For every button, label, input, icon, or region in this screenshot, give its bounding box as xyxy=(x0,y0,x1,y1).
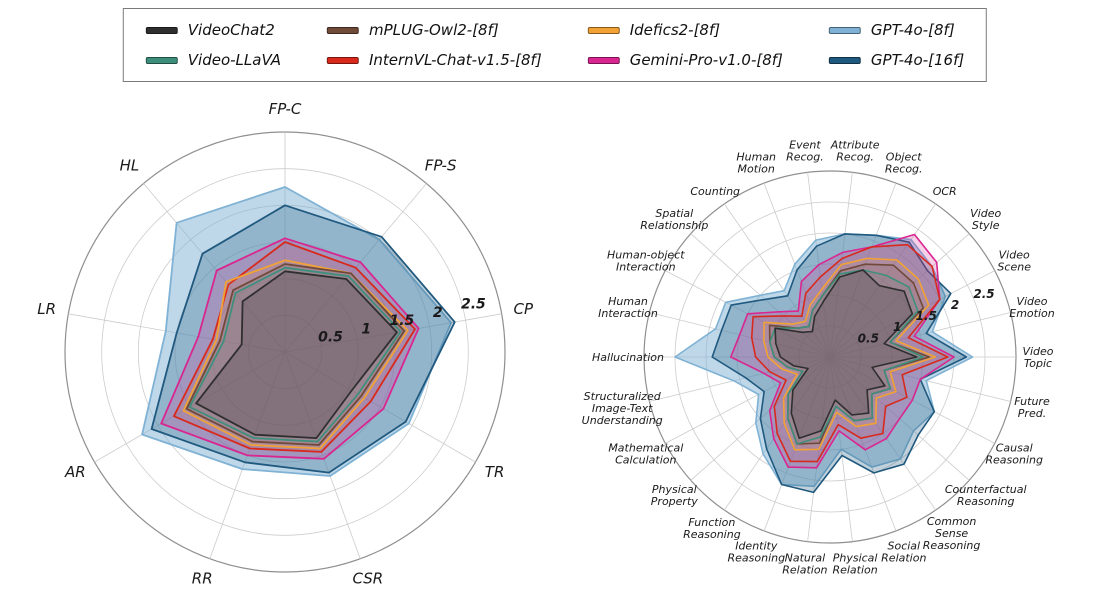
legend-box: VideoChat2 mPLUG-Owl2-[8f] Idefics2-[8f]… xyxy=(122,8,988,82)
axis-label: Object Recog. xyxy=(885,151,923,176)
series-polygon-GPT-4o-[16f] xyxy=(711,233,968,494)
axis-label: Hallucination xyxy=(592,351,664,364)
r-tick-label: 1.5 xyxy=(916,309,937,323)
r-tick-label: 1.5 xyxy=(389,313,414,329)
legend-line-swatch xyxy=(587,26,620,34)
radial-tick-labels: 0.5 1 1.5 2 2.5 xyxy=(318,297,486,346)
axis-label: CP xyxy=(514,300,534,318)
axis-label: Video Style xyxy=(970,207,1001,232)
axis-label: FP-S xyxy=(425,157,457,175)
axis-label: CSR xyxy=(352,569,383,587)
axis-label: Spatial Relationship xyxy=(640,207,708,232)
legend-item-videochat2: VideoChat2 xyxy=(145,21,281,39)
series-polygon-Idefics2-[8f] xyxy=(763,257,937,451)
axis-label: TR xyxy=(485,463,505,481)
axis-label: Video Emotion xyxy=(1009,295,1054,320)
axis-label: Structuralized Image-Text Understanding xyxy=(582,390,663,427)
legend-label: mPLUG-Owl2-[8f] xyxy=(368,21,499,39)
axis-label: Identity Reasoning xyxy=(727,540,785,565)
legend-line-swatch xyxy=(145,56,178,64)
legend-item-video-llava: Video-LLaVA xyxy=(145,51,281,69)
axis-label: Human-object Interaction xyxy=(607,248,685,273)
axis-label: Causal Reasoning xyxy=(985,442,1043,467)
series-polygon-InternVL-Chat-v1.5-[8f] xyxy=(750,243,949,463)
legend-item-gpt4o-8f: GPT-4o-[8f] xyxy=(828,21,964,39)
axis-label: Event Recog. xyxy=(786,139,824,164)
axis-label: Physical Relation xyxy=(832,552,877,577)
series-polygon-GPT-4o-[8f] xyxy=(141,186,452,477)
axis-label: Natural Relation xyxy=(782,552,827,577)
axis-label: AR xyxy=(64,463,86,481)
series-polygon-mPLUG-Owl2-[8f] xyxy=(185,263,406,446)
axis-label: FP-C xyxy=(269,100,302,118)
legend-line-swatch xyxy=(326,26,359,34)
legend-line-swatch xyxy=(828,56,861,64)
legend-line-swatch xyxy=(145,26,178,34)
r-tick-label: 1 xyxy=(361,321,371,337)
r-tick-label: 0.5 xyxy=(858,331,879,345)
r-tick-label: 2 xyxy=(951,298,959,312)
legend-item-gpt4o-16f: GPT-4o-[16f] xyxy=(828,51,965,69)
axis-label: Attribute Recog. xyxy=(830,139,880,164)
axis-label: RR xyxy=(192,569,213,587)
axis-label: Human Motion xyxy=(736,151,776,176)
axis-label: HL xyxy=(120,157,140,175)
r-tick-label: 2.5 xyxy=(461,297,486,313)
r-tick-label: 2 xyxy=(433,305,443,321)
legend-item-internvl-chat: InternVL-Chat-v1.5-[8f] xyxy=(326,51,542,69)
axis-label: Social Relation xyxy=(881,540,926,565)
legend-label: Idefics2-[8f] xyxy=(629,21,721,39)
series-polygon-Gemini-Pro-v1.0-[8f] xyxy=(730,233,955,469)
axis-label: Function Reasoning xyxy=(683,516,741,541)
radial-tick-labels: 0.5 1 1.5 2 2.5 xyxy=(858,287,995,345)
r-tick-label: 0.5 xyxy=(318,330,343,346)
radar-chart-right-fine-grained: 0.5 1 1.5 2 2.5 Attribute Recog. Object Recog. OC… xyxy=(582,139,1055,577)
axis-label: Video Topic xyxy=(1022,345,1053,370)
axis-label: Mathematical Calculation xyxy=(608,442,683,467)
legend-line-swatch xyxy=(828,26,861,34)
axis-label: Physical Property xyxy=(651,483,698,508)
legend-item-mplug-owl2: mPLUG-Owl2-[8f] xyxy=(326,21,542,39)
legend-label: Gemini-Pro-v1.0-[8f] xyxy=(629,51,783,69)
axis-label: Counterfactual Reasoning xyxy=(945,483,1027,508)
legend-line-swatch xyxy=(587,56,620,64)
series-polygon-VideoChat2 xyxy=(195,270,398,439)
series-polygon-VideoChat2 xyxy=(774,269,918,439)
legend-item-gemini-pro: Gemini-Pro-v1.0-[8f] xyxy=(587,51,783,69)
legend-item-idefics2: Idefics2-[8f] xyxy=(587,21,783,39)
legend-line-swatch xyxy=(326,56,359,64)
axis-label: OCR xyxy=(933,185,957,198)
series-polygon-GPT-4o-[16f] xyxy=(150,204,456,474)
radar-chart-left-abilities: 0.5 1 1.5 2 2.5 FP-C FP-S CP TR CSR RR AR LR HL xyxy=(37,100,534,587)
r-tick-label: 2.5 xyxy=(973,287,994,301)
legend-label: InternVL-Chat-v1.5-[8f] xyxy=(368,51,542,69)
legend-label: GPT-4o-[16f] xyxy=(870,51,965,69)
legend-label: GPT-4o-[8f] xyxy=(870,21,955,39)
series-polygon-mPLUG-Owl2-[8f] xyxy=(768,263,930,445)
legend-label: Video-LLaVA xyxy=(187,51,281,69)
legend-label: VideoChat2 xyxy=(187,21,275,39)
axis-label: Human Interaction xyxy=(598,295,658,320)
axis-label: LR xyxy=(37,300,56,318)
r-tick-label: 1 xyxy=(893,320,901,334)
axis-label: Common Sense Reasoning xyxy=(923,515,981,552)
axis-label: Future Pred. xyxy=(1014,395,1050,420)
axis-label: Video Scene xyxy=(997,248,1031,273)
series-polygon-Video-LLaVA xyxy=(769,269,924,445)
axis-label: Counting xyxy=(690,185,740,198)
